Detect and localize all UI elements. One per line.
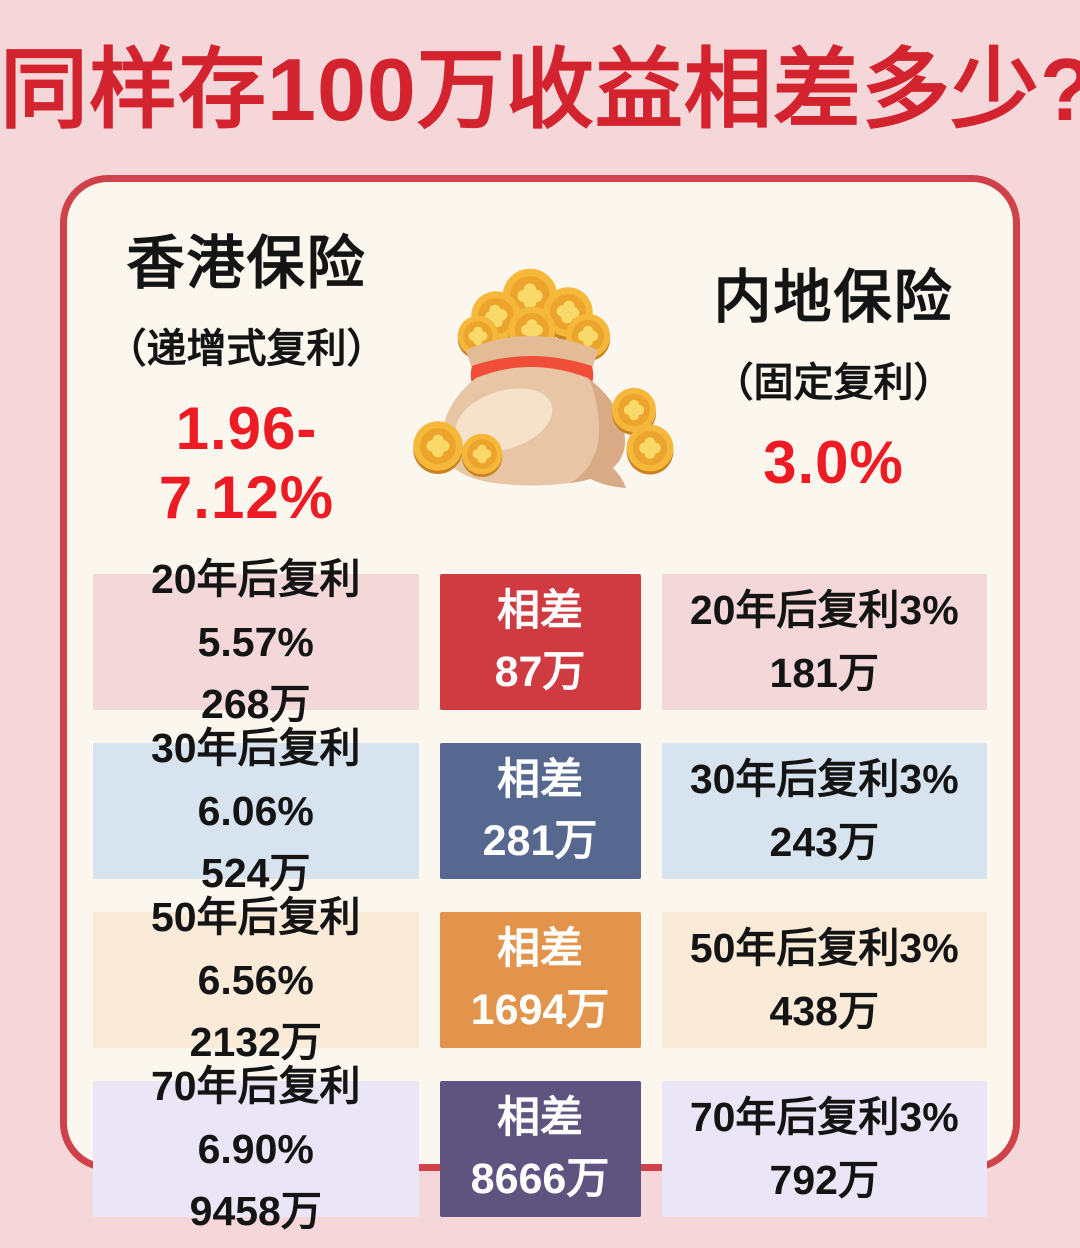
mainland-result-box: 20年后复利3% 181万 xyxy=(661,573,987,710)
hk-result-line1: 20年后复利5.57% xyxy=(150,556,361,665)
mainland-result-line2: 243万 xyxy=(769,818,879,865)
hk-result-box: 50年后复利6.56% 2132万 xyxy=(93,894,419,1065)
difference-value: 8666万 xyxy=(470,1154,610,1203)
difference-value: 87万 xyxy=(494,647,586,696)
hk-result-box: 20年后复利5.57% 268万 xyxy=(93,556,419,727)
mainland-result-box: 30年后复利3% 243万 xyxy=(661,742,987,879)
mainland-insurance-title: 内地保险 xyxy=(713,265,954,331)
comparison-rows: 20年后复利5.57% 268万 相差 87万 20年后复利3% 181万 30… xyxy=(93,556,987,1234)
mainland-insurance-rate: 3.0% xyxy=(763,429,904,497)
mainland-result-box: 50年后复利3% 438万 xyxy=(661,911,987,1048)
mainland-result-line1: 30年后复利3% xyxy=(689,756,959,803)
difference-label: 相差 xyxy=(497,755,583,804)
hk-result-box: 70年后复利6.90% 9458万 xyxy=(93,1063,419,1234)
difference-label: 相差 xyxy=(497,924,583,973)
difference-box: 相差 281万 xyxy=(439,742,641,879)
comparison-row-50y: 50年后复利6.56% 2132万 相差 1694万 50年后复利3% 438万 xyxy=(93,894,987,1065)
card-header: 香港保险 （递增式复利） 1.96-7.12% xyxy=(93,216,987,532)
difference-box: 相差 8666万 xyxy=(439,1080,641,1217)
difference-value: 281万 xyxy=(482,816,598,865)
mainland-result-line1: 50年后复利3% xyxy=(689,925,959,972)
hk-result-box: 30年后复利6.06% 524万 xyxy=(93,725,419,896)
hk-insurance-title: 香港保险 xyxy=(126,230,367,296)
mainland-result-line1: 20年后复利3% xyxy=(689,587,959,634)
difference-label: 相差 xyxy=(497,586,583,635)
difference-box: 相差 1694万 xyxy=(439,911,641,1048)
mainland-result-line2: 181万 xyxy=(769,649,879,696)
mainland-result-line2: 438万 xyxy=(769,987,879,1034)
hk-result-line2: 2132万 xyxy=(189,1018,322,1065)
comparison-row-30y: 30年后复利6.06% 524万 相差 281万 30年后复利3% 243万 xyxy=(93,725,987,896)
mainland-result-box: 70年后复利3% 792万 xyxy=(661,1080,987,1217)
hk-result-line2: 524万 xyxy=(201,849,311,896)
hk-result-line1: 30年后复利6.06% xyxy=(150,725,361,834)
hk-insurance-subtitle: （递增式复利） xyxy=(106,326,387,371)
money-bag-icon xyxy=(400,254,680,494)
mainland-result-line2: 792万 xyxy=(769,1156,879,1203)
difference-value: 1694万 xyxy=(470,985,610,1034)
hk-result-line2: 9458万 xyxy=(189,1187,322,1234)
comparison-card: 香港保险 （递增式复利） 1.96-7.12% xyxy=(60,174,1020,1234)
hk-result-line2: 268万 xyxy=(201,680,311,727)
mainland-result-line1: 70年后复利3% xyxy=(689,1094,959,1141)
mainland-insurance-header: 内地保险 （固定复利） 3.0% xyxy=(680,250,987,497)
page-title: 同样存100万收益相差多少? xyxy=(0,40,1080,139)
comparison-row-70y: 70年后复利6.90% 9458万 相差 8666万 70年后复利3% 792万 xyxy=(93,1063,987,1234)
difference-label: 相差 xyxy=(497,1093,583,1142)
difference-box: 相差 87万 xyxy=(439,573,641,710)
hk-result-line1: 70年后复利6.90% xyxy=(150,1063,361,1172)
hk-result-line1: 50年后复利6.56% xyxy=(150,894,361,1003)
hk-insurance-header: 香港保险 （递增式复利） 1.96-7.12% xyxy=(93,216,400,532)
hk-insurance-rate: 1.96-7.12% xyxy=(158,394,335,531)
mainland-insurance-subtitle: （固定复利） xyxy=(713,361,954,406)
comparison-row-20y: 20年后复利5.57% 268万 相差 87万 20年后复利3% 181万 xyxy=(93,556,987,727)
